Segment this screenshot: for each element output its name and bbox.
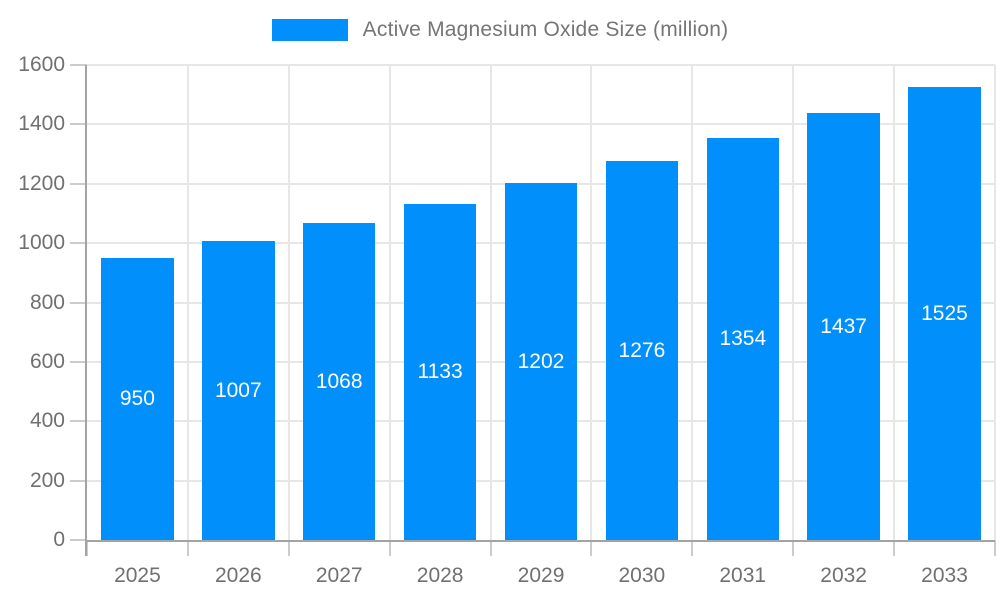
x-axis-label: 2031 — [719, 564, 767, 587]
y-axis-label: 1000 — [18, 231, 65, 255]
x-axis-line — [85, 540, 995, 542]
gridline-vertical — [590, 65, 593, 540]
x-axis-tick — [388, 540, 391, 556]
gridline-horizontal — [87, 123, 995, 126]
legend-item[interactable]: Active Magnesium Oxide Size (million) — [271, 18, 729, 42]
bar-2027 — [302, 222, 376, 540]
legend-swatch-icon — [271, 19, 348, 41]
gridline-vertical — [287, 65, 290, 540]
x-axis-tick — [287, 540, 290, 556]
x-axis-label: 2030 — [618, 564, 666, 587]
y-axis-label: 200 — [29, 468, 65, 492]
bar-value-label: 1133 — [417, 359, 463, 383]
gridline-vertical — [994, 65, 996, 540]
x-axis-label: 2028 — [416, 564, 464, 587]
bar-value-label: 1007 — [214, 378, 262, 402]
bar-2033 — [908, 87, 981, 540]
legend-label: Active Magnesium Oxide Size (million) — [362, 18, 729, 41]
bar-value-label: 1202 — [517, 349, 565, 373]
gridline-horizontal — [87, 64, 995, 66]
x-axis-label: 2027 — [315, 564, 363, 587]
y-axis-tick — [70, 64, 87, 66]
x-axis-tick — [691, 540, 694, 556]
gridline-vertical — [792, 65, 795, 540]
y-axis-label: 1200 — [18, 171, 65, 195]
gridline-vertical — [893, 65, 896, 540]
bar-value-label: 1354 — [719, 327, 767, 350]
x-axis-label: 2029 — [517, 564, 565, 587]
y-axis-label: 1600 — [18, 53, 65, 76]
bar-2030 — [605, 161, 679, 540]
x-axis-tick — [590, 540, 593, 556]
y-axis-label: 1400 — [18, 112, 65, 136]
gridline-vertical — [388, 65, 391, 540]
x-axis-tick — [792, 540, 795, 556]
gridline-vertical — [489, 65, 492, 540]
y-axis-label: 0 — [53, 528, 65, 551]
bar-2031 — [706, 138, 780, 540]
x-axis-tick — [489, 540, 492, 556]
x-axis-label: 2025 — [114, 564, 161, 587]
y-axis-label: 600 — [29, 349, 65, 373]
bar-2026 — [202, 241, 275, 540]
y-axis-tick — [70, 360, 87, 363]
y-axis-tick — [70, 479, 87, 482]
bar-2025 — [101, 258, 174, 540]
y-axis-line — [85, 65, 87, 556]
gridline-vertical — [691, 65, 694, 540]
y-axis-tick — [70, 420, 87, 423]
bar-2029 — [504, 183, 578, 540]
x-axis-label: 2033 — [921, 564, 968, 587]
bar-value-label: 1437 — [820, 314, 867, 338]
y-axis-tick — [70, 242, 87, 245]
x-axis-label: 2032 — [820, 564, 867, 587]
bar-value-label: 1525 — [921, 301, 968, 325]
gridline-vertical — [186, 65, 189, 540]
bar-2028 — [403, 203, 477, 540]
x-axis-tick — [994, 540, 996, 556]
y-axis-tick — [70, 301, 87, 304]
x-axis-tick — [893, 540, 896, 556]
bar-2032 — [807, 113, 880, 540]
bar-value-label: 950 — [119, 387, 155, 410]
x-axis-label: 2026 — [214, 564, 262, 587]
x-axis-tick — [86, 540, 88, 556]
y-axis-tick — [70, 123, 87, 126]
bar-value-label: 1068 — [315, 369, 363, 393]
x-axis-tick — [186, 540, 189, 556]
y-axis-tick — [70, 539, 87, 541]
legend: Active Magnesium Oxide Size (million) — [0, 18, 1000, 42]
bar-value-label: 1276 — [618, 338, 666, 362]
y-axis-label: 400 — [29, 409, 65, 433]
y-axis-tick — [70, 182, 87, 185]
y-axis-label: 800 — [29, 290, 65, 314]
